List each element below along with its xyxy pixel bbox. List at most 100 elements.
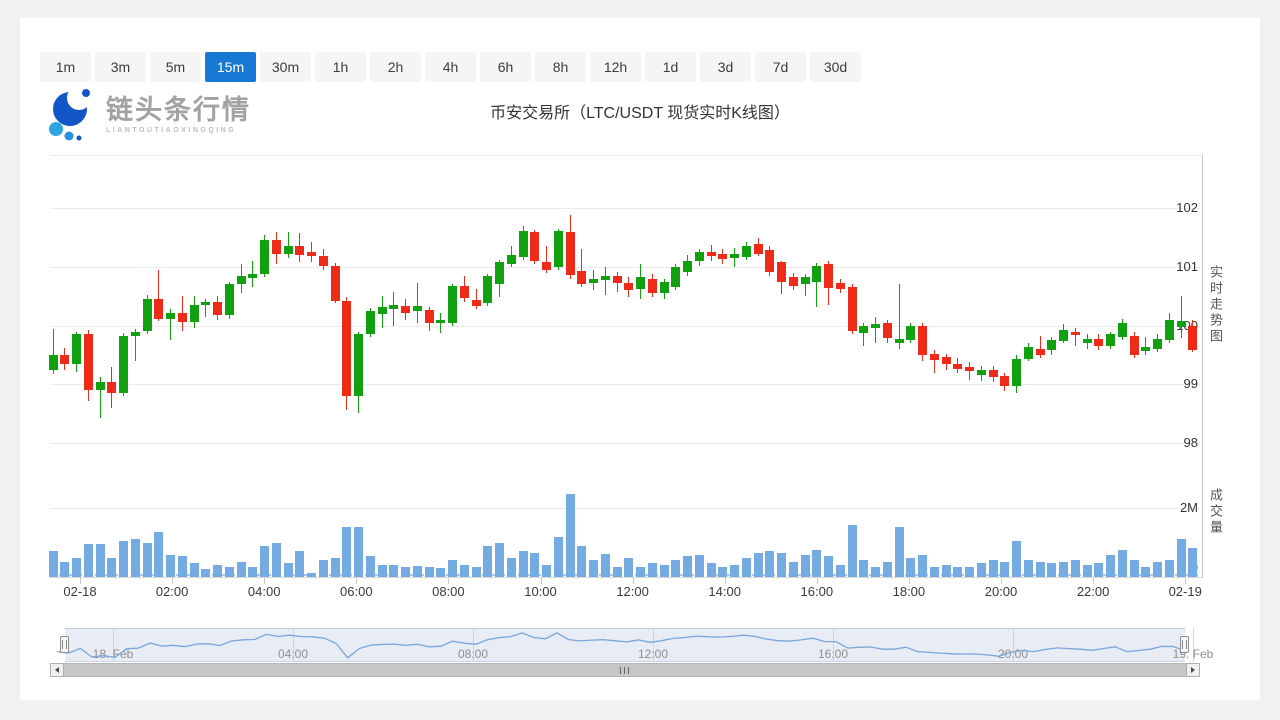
volume-bar (765, 551, 775, 577)
price-axis-line (1202, 155, 1203, 578)
candle-body (248, 274, 258, 279)
candle-body (683, 260, 692, 273)
candle-body (1153, 338, 1162, 350)
time-axis-label: 14:00 (708, 584, 741, 599)
time-axis-label: 04:00 (247, 584, 281, 599)
volume-bar (718, 566, 728, 577)
time-axis-tick (356, 578, 358, 584)
interval-button-5m[interactable]: 5m (150, 52, 201, 82)
navigator-left-handle[interactable] (60, 636, 69, 653)
time-axis-label: 12:00 (616, 584, 649, 599)
candle-body (741, 245, 751, 257)
candle-body (318, 256, 328, 266)
volume-bar (530, 552, 540, 577)
price-pane-label: 实时走势图 (1208, 265, 1223, 345)
candle-wick (1074, 328, 1076, 347)
candle-body (976, 370, 986, 375)
candle-wick (604, 266, 606, 295)
candle-wick (546, 245, 547, 273)
candle-wick (158, 269, 160, 321)
navigator-label: 12:00 (637, 647, 669, 661)
candle-body (107, 381, 117, 393)
scrollbar-right-button[interactable] (1186, 663, 1200, 677)
candle-body (965, 366, 974, 372)
candle-body (283, 246, 293, 254)
navigator-label: 16:00 (817, 647, 849, 661)
candle-wick (863, 322, 865, 347)
volume-bar (777, 552, 786, 577)
interval-button-30d[interactable]: 30d (810, 52, 861, 82)
interval-button-8h[interactable]: 8h (535, 52, 586, 82)
volume-bar (1106, 554, 1115, 577)
time-axis-line (50, 577, 1202, 578)
chart-card (20, 18, 1260, 700)
candle-body (1023, 346, 1033, 359)
candle-body (377, 306, 387, 314)
volume-bar (307, 572, 316, 577)
navigator-right-handle[interactable] (1180, 636, 1189, 653)
volume-bar (236, 561, 246, 577)
volume-bar (835, 565, 845, 577)
volume-bar (671, 559, 681, 577)
candle-body (189, 305, 199, 323)
logo[interactable]: 链头条行情 LIANTOUTIAOXINGQING (46, 86, 251, 142)
volume-bar (389, 565, 399, 577)
interval-button-3d[interactable]: 3d (700, 52, 751, 82)
interval-button-30m[interactable]: 30m (260, 52, 311, 82)
interval-button-12h[interactable]: 12h (590, 52, 641, 82)
volume-bar (60, 561, 70, 577)
volume-bar (694, 554, 704, 577)
volume-bar (553, 537, 563, 577)
volume-bar (48, 551, 58, 577)
candle-body (1012, 358, 1021, 387)
volume-bar (260, 546, 269, 577)
logo-subtitle: LIANTOUTIAOXINGQING (106, 126, 237, 134)
volume-bar (483, 546, 493, 577)
candle-body (330, 265, 340, 301)
volume-bar (988, 559, 998, 577)
interval-button-3m[interactable]: 3m (95, 52, 146, 82)
volume-bar (965, 567, 974, 577)
logo-title: 链头条行情 (106, 94, 251, 125)
scrollbar-left-button[interactable] (50, 663, 64, 677)
candle-wick (1145, 337, 1147, 355)
candle-body (647, 278, 657, 294)
interval-button-1h[interactable]: 1h (315, 52, 366, 82)
interval-button-7d[interactable]: 7d (755, 52, 806, 82)
volume-bar (882, 561, 892, 577)
time-axis-label: 18:00 (892, 584, 926, 599)
candle-body (800, 277, 810, 285)
candle-body (929, 354, 939, 361)
volume-bar (976, 563, 986, 577)
candle-body (612, 275, 622, 284)
volume-bar (271, 542, 281, 577)
volume-bar (107, 558, 117, 577)
candle-body (824, 263, 833, 288)
volume-bar (800, 554, 810, 577)
interval-button-2h[interactable]: 2h (370, 52, 421, 82)
volume-bar (941, 565, 951, 577)
scrollbar-grip-icon[interactable] (620, 667, 629, 674)
volume-bar (647, 563, 657, 577)
volume-bar (706, 563, 716, 577)
volume-bar (1070, 559, 1080, 577)
candle-body (882, 323, 892, 339)
interval-button-4h[interactable]: 4h (425, 52, 476, 82)
interval-button-15m[interactable]: 15m (205, 52, 256, 82)
volume-axis-label: 2M (1179, 500, 1198, 515)
candle-wick (416, 282, 418, 323)
volume-bar (166, 554, 175, 577)
candle-body (636, 277, 645, 290)
volume-bar (1164, 559, 1174, 577)
navigator-label: 08:00 (457, 647, 489, 661)
interval-button-1m[interactable]: 1m (40, 52, 91, 82)
candle-body (1000, 375, 1010, 387)
interval-button-6h[interactable]: 6h (480, 52, 531, 82)
scrollbar-right-arrow-icon (1191, 667, 1195, 673)
time-axis-tick (448, 578, 450, 584)
volume-bar (424, 567, 434, 577)
candle-body (389, 305, 399, 310)
interval-button-1d[interactable]: 1d (645, 52, 696, 82)
